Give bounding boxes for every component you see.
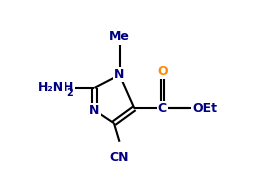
Text: OEt: OEt bbox=[192, 102, 217, 115]
Text: N: N bbox=[89, 104, 100, 117]
Text: N: N bbox=[114, 68, 125, 82]
Text: Me: Me bbox=[109, 30, 130, 43]
Text: CN: CN bbox=[110, 151, 129, 164]
Text: C: C bbox=[158, 102, 167, 115]
Text: H₂N: H₂N bbox=[38, 81, 64, 94]
Text: O: O bbox=[157, 65, 167, 78]
Text: 2: 2 bbox=[66, 88, 73, 98]
Text: H: H bbox=[63, 81, 73, 94]
